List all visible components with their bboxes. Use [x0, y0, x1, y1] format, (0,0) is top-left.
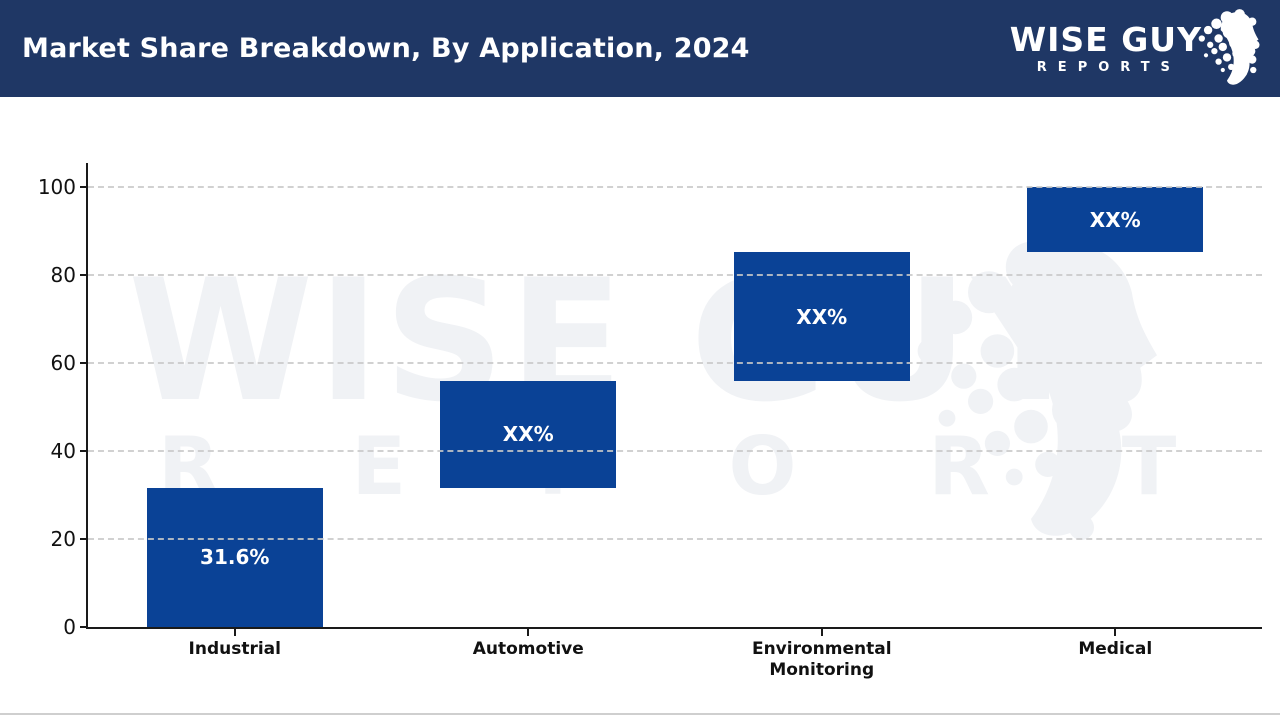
x-axis-label: Environmental Monitoring: [751, 639, 892, 681]
y-tick-mark: [80, 274, 87, 276]
gridline-40: [88, 450, 1262, 452]
logo-wordmark: WISE GUY: [1009, 20, 1202, 59]
gridline-20: [88, 538, 1262, 540]
page-title: Market Share Breakdown, By Application, …: [22, 33, 750, 64]
x-axis-label: Medical: [1078, 639, 1153, 659]
header-bar: Market Share Breakdown, By Application, …: [0, 0, 1280, 97]
y-tick-mark: [80, 538, 87, 540]
bar-environmental-monitoring: XX%: [733, 252, 910, 382]
bar-value-label: XX%: [796, 304, 848, 329]
bottom-divider: [0, 713, 1280, 715]
x-axis-line: [86, 627, 1262, 629]
x-tick-mark: [527, 629, 530, 636]
logo-subtitle: REPORTS: [1036, 60, 1181, 75]
y-tick-label: 100: [37, 175, 76, 199]
chart-area: WISE GUY R E P O R T S 02040608010031.6%…: [0, 97, 1280, 714]
y-tick-label: 0: [63, 615, 76, 639]
y-tick-label: 80: [50, 263, 76, 287]
wiseguy-logo: WISE GUY REPORTS: [1010, 7, 1266, 91]
x-tick-mark: [233, 629, 236, 636]
bar-value-label: 31.6%: [200, 545, 270, 570]
y-tick-label: 60: [50, 351, 76, 375]
y-tick-mark: [80, 186, 87, 188]
y-axis-line: [86, 163, 88, 629]
watermark-head-icon: [917, 233, 1157, 540]
bar-industrial: 31.6%: [146, 487, 323, 627]
logo-text: WISE GUY REPORTS: [1010, 23, 1202, 74]
bar-automotive: XX%: [440, 381, 617, 488]
x-tick-mark: [1114, 629, 1117, 636]
y-tick-mark: [80, 362, 87, 364]
gridline-60: [88, 362, 1262, 364]
y-tick-mark: [80, 626, 87, 628]
y-tick-label: 20: [50, 527, 76, 551]
x-axis-label: Industrial: [188, 639, 281, 659]
bar-value-label: XX%: [1089, 207, 1141, 232]
logo-head-icon: [1198, 8, 1260, 85]
x-tick-mark: [820, 629, 823, 636]
y-tick-label: 40: [50, 439, 76, 463]
gridline-100: [88, 186, 1262, 188]
bar-medical: XX%: [1027, 187, 1204, 253]
gridline-80: [88, 274, 1262, 276]
x-axis-label: Automotive: [472, 639, 584, 659]
plot-region: 0 20 40 60 80 100 31.6% Industrial XX% Automotive…: [0, 97, 1280, 714]
bar-value-label: XX%: [502, 422, 554, 447]
y-tick-mark: [80, 450, 87, 452]
